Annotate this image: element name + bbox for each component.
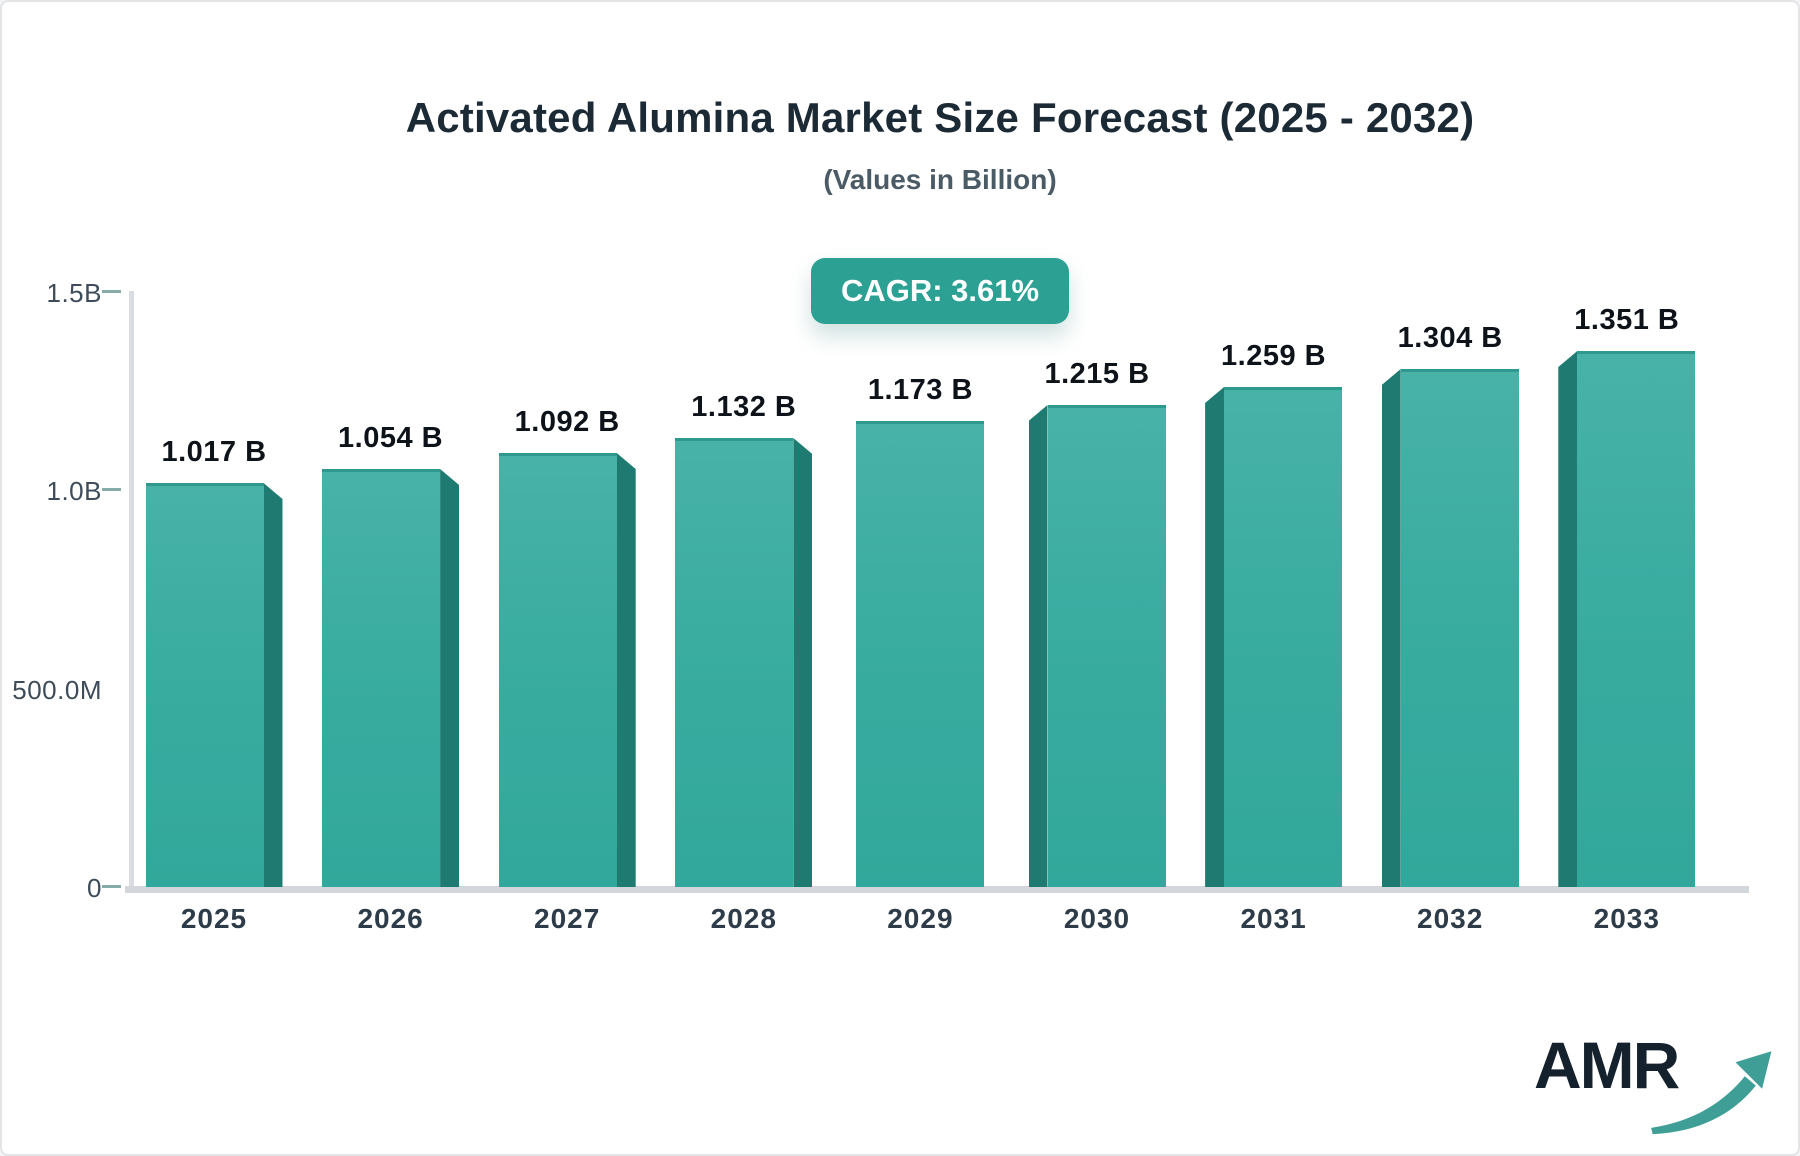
bar-value-label: 1.092 B (514, 406, 620, 438)
bar-value-label: 1.351 B (1574, 304, 1680, 336)
cagr-badge-container: CAGR: 3.61% (132, 258, 1748, 324)
bar-2032: 1.304 B (1381, 322, 1519, 887)
bar-side-shade (1381, 369, 1401, 887)
y-axis-tick (102, 488, 121, 491)
bar-value-label: 1.132 B (691, 391, 797, 423)
bar-side-shade (263, 483, 283, 887)
bar-2029: 1.173 B (856, 374, 985, 887)
x-axis-label: 2031 (1240, 903, 1307, 934)
bar-side-shade (1028, 405, 1048, 887)
y-axis-label: 1.5B (46, 277, 102, 308)
chart-subtitle: (Values in Billion) (823, 164, 1057, 195)
bar-value-label: 1.259 B (1221, 340, 1327, 372)
bar-face (322, 469, 441, 887)
y-axis-tick (102, 289, 121, 293)
bar-face (1400, 369, 1519, 887)
bar-2030: 1.215 B (1028, 358, 1166, 887)
x-axis-label: 2033 (1593, 903, 1660, 934)
x-axis-label: 2029 (887, 903, 954, 934)
y-axis-tick (102, 885, 121, 888)
y-axis-label: 0 (87, 873, 102, 903)
amr-logo: AMR (1534, 1032, 1773, 1142)
amr-logo-text: AMR (1534, 1028, 1680, 1102)
bar-side-shade (793, 438, 813, 887)
bar-2027: 1.092 B (498, 406, 636, 887)
x-axis-label: 2028 (710, 903, 777, 934)
bar-2026: 1.054 B (322, 422, 460, 887)
bar-face (498, 453, 617, 887)
y-axis-label: 500.0M (12, 674, 102, 705)
bar-value-label: 1.054 B (338, 422, 444, 454)
y-axis-label: 1.0B (46, 476, 102, 506)
x-axis-label: 2026 (357, 903, 424, 934)
bar-face (675, 438, 794, 887)
bar-face (856, 421, 985, 887)
trend-up-arrow-icon (1651, 1051, 1772, 1135)
cagr-badge: CAGR: 3.61% (810, 258, 1070, 324)
x-axis-line (125, 886, 1749, 893)
bar-face (1047, 405, 1166, 887)
bar-face (1224, 387, 1343, 887)
y-axis-line (129, 291, 134, 892)
bar-value-label: 1.215 B (1044, 358, 1150, 390)
bar-side-shade (1205, 387, 1225, 887)
bar-2025: 1.017 B (145, 436, 283, 887)
bar-value-label: 1.017 B (161, 436, 267, 468)
bar-side-shade (1558, 351, 1578, 887)
bar-2033: 1.351 B (1558, 304, 1696, 887)
bar-side-shade (440, 469, 460, 887)
bar-face (1577, 351, 1696, 887)
x-axis-label: 2027 (534, 903, 601, 934)
bar-face (145, 483, 264, 887)
x-axis-label: 2025 (180, 903, 248, 934)
bar-2028: 1.132 B (675, 391, 813, 887)
chart-title: Activated Alumina Market Size Forecast (… (405, 94, 1475, 141)
bar-2031: 1.259 B (1205, 340, 1343, 887)
bar-value-label: 1.304 B (1397, 322, 1503, 354)
bar-value-label: 1.173 B (867, 374, 973, 406)
bar-side-shade (616, 453, 636, 887)
x-axis-label: 2032 (1417, 903, 1484, 934)
x-axis-label: 2030 (1063, 903, 1131, 934)
